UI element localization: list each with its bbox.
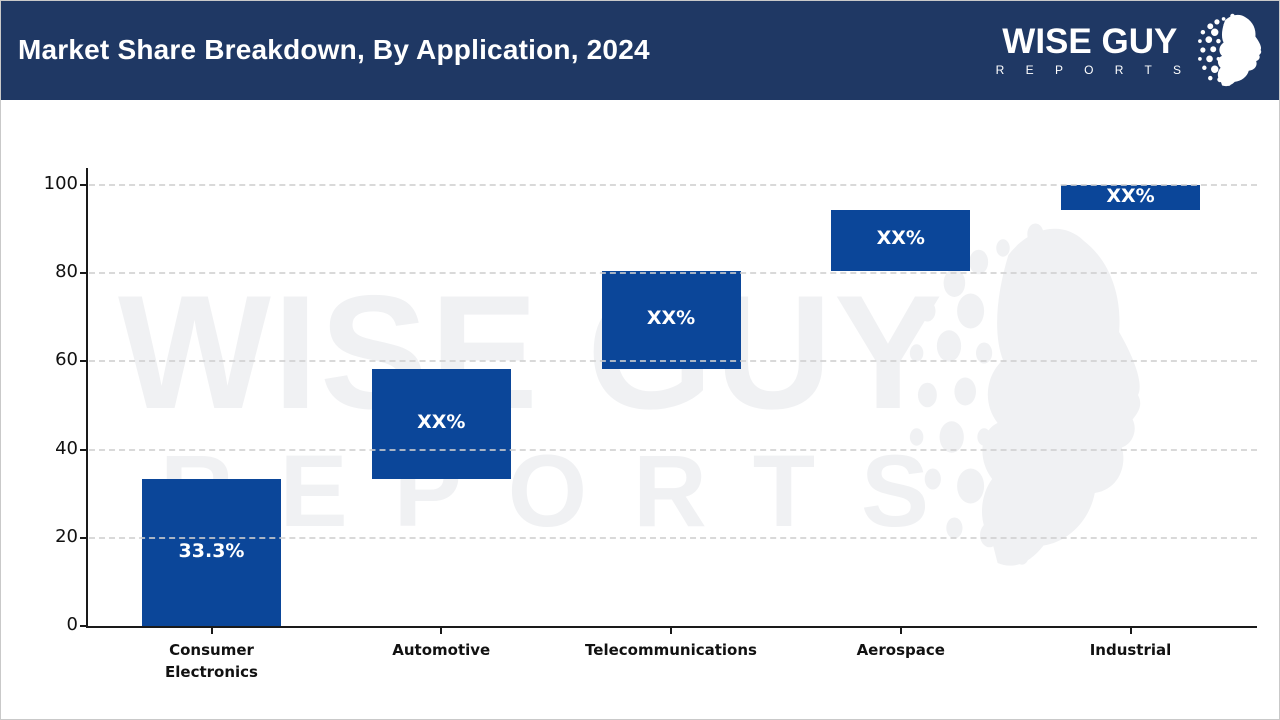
gridline-20 (89, 536, 1257, 539)
gridline-100 (89, 184, 1257, 186)
x-category-label-line: Electronics (165, 662, 258, 681)
x-tick-mark (1129, 626, 1132, 634)
page-title: Market Share Breakdown, By Application, … (18, 34, 650, 65)
y-tick-mark (80, 184, 88, 186)
gridline-60 (89, 360, 1257, 363)
y-tick-mark (80, 360, 88, 363)
wiseguy-head-icon (1198, 13, 1262, 87)
x-category-label: Telecommunications (561, 640, 781, 662)
x-category-label: Industrial (1021, 640, 1241, 662)
header-bar: Market Share Breakdown, By Application, … (0, 0, 1280, 100)
y-tick-label: 0 (66, 614, 78, 635)
plot-area: 0 20 40 60 80 100 33.3% Consumer Electronics XX% A… (44, 168, 1257, 681)
x-tick-mark (440, 626, 443, 634)
logo-subtitle: R E P O R T S (995, 62, 1190, 77)
bar-value-label: XX% (1106, 184, 1155, 207)
gridline-80 (89, 272, 1257, 275)
bar-consumer-electronics (142, 479, 281, 626)
y-tick-label: 20 (55, 525, 78, 547)
bar-value-label: XX% (876, 227, 925, 250)
y-tick-mark (80, 536, 88, 539)
y-tick-mark (80, 272, 88, 275)
x-category-label-line: Industrial (1089, 641, 1172, 659)
y-tick-mark (80, 625, 88, 627)
x-category-label: Aerospace (791, 640, 1011, 662)
x-category-label: Automotive (331, 640, 551, 662)
bar-telecommunications (601, 270, 741, 369)
bar-value-label: XX% (417, 411, 466, 434)
x-tick-mark (670, 626, 672, 634)
chart-canvas: WISE GUY REPORTS 0 20 40 60 80 100 33.3% Consum… (0, 100, 1280, 720)
bar-automotive (371, 368, 511, 480)
x-category-label-line: Automotive (392, 641, 491, 659)
x-category-label-line: Aerospace (856, 641, 945, 659)
y-tick-label: 80 (55, 261, 78, 283)
y-tick-mark (80, 448, 88, 451)
x-tick-mark (210, 626, 213, 634)
y-tick-label: 40 (55, 437, 78, 459)
x-category-label-line: Consumer (169, 641, 254, 659)
x-category-label-line: Telecommunications (585, 641, 757, 659)
x-category-label: Consumer Electronics (102, 640, 322, 684)
y-tick-label: 60 (55, 349, 78, 371)
bar-value-label: XX% (646, 306, 696, 329)
y-tick-label: 100 (43, 173, 78, 194)
x-tick-mark (899, 626, 902, 634)
logo-text: WISE GUY R E P O R T S (990, 24, 1190, 77)
wiseguy-logo: WISE GUY R E P O R T S (990, 6, 1268, 94)
bar-value-label: 33.3% (178, 539, 245, 562)
bar-industrial (1061, 185, 1200, 211)
logo-wordmark: WISE GUY (1002, 21, 1178, 61)
gridline-40 (89, 448, 1257, 451)
bar-aerospace (831, 210, 971, 271)
y-axis (86, 168, 88, 628)
